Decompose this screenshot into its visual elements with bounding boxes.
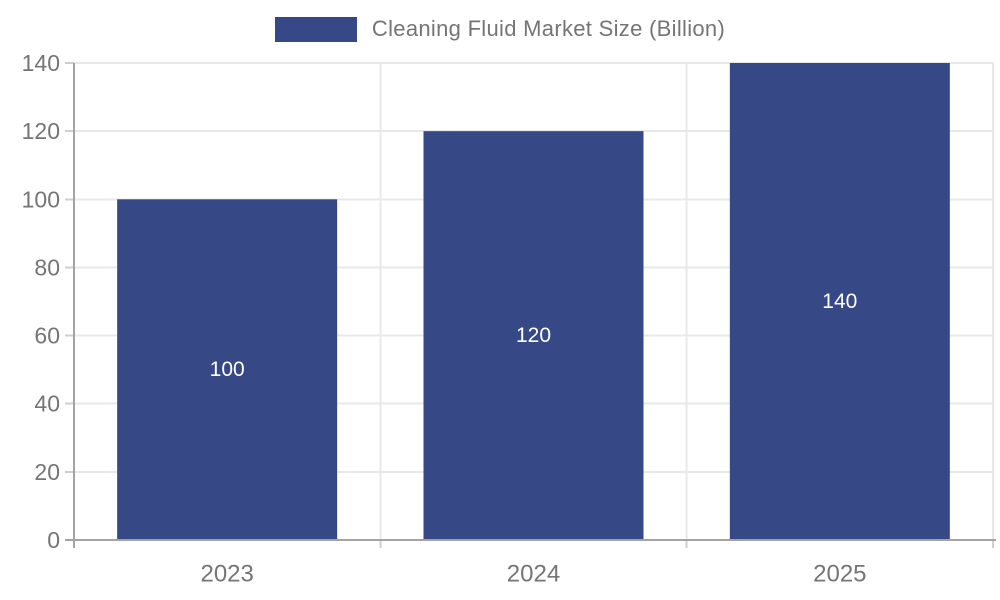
bar-value-label: 100 — [210, 358, 245, 381]
y-tick-label: 20 — [34, 459, 60, 485]
y-tick-label: 60 — [34, 323, 60, 349]
bar-value-label: 120 — [516, 324, 551, 347]
y-tick-label: 120 — [22, 118, 60, 144]
y-tick-label: 80 — [34, 254, 60, 280]
bar-value-label: 140 — [822, 290, 857, 313]
y-tick-label: 40 — [34, 391, 60, 417]
x-tick-label: 2023 — [200, 561, 253, 588]
bar-2025 — [729, 63, 950, 540]
y-tick-label: 140 — [22, 50, 60, 76]
x-tick-label: 2024 — [507, 561, 560, 588]
y-tick-label: 0 — [47, 527, 60, 553]
bar-2023 — [117, 199, 338, 541]
bar-2024 — [423, 131, 644, 540]
x-tick-label: 2025 — [813, 561, 866, 588]
chart-legend: Cleaning Fluid Market Size (Billion) — [0, 16, 1000, 42]
y-tick-label: 100 — [22, 186, 60, 212]
legend-label: Cleaning Fluid Market Size (Billion) — [371, 16, 726, 41]
legend-swatch — [274, 16, 357, 42]
